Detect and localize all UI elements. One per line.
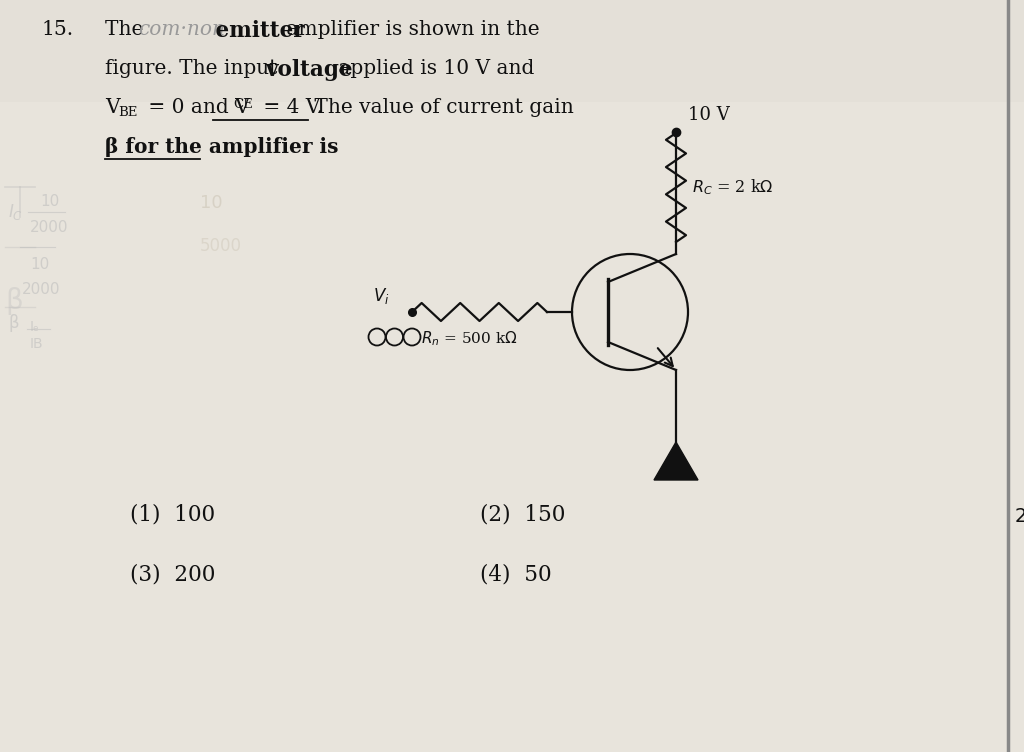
Text: β for the amplifier is: β for the amplifier is (105, 137, 339, 157)
Text: amplifier is shown in the: amplifier is shown in the (280, 20, 540, 39)
Text: com·non: com·non (138, 20, 225, 39)
Text: applied is 10 V and: applied is 10 V and (332, 59, 535, 78)
Text: V: V (105, 98, 120, 117)
FancyBboxPatch shape (0, 0, 1024, 102)
Text: IB: IB (30, 337, 44, 351)
Text: voltage: voltage (265, 59, 352, 81)
Text: = 4 V.: = 4 V. (257, 98, 324, 117)
Text: Iₑ: Iₑ (30, 320, 40, 334)
Text: The value of current gain: The value of current gain (308, 98, 573, 117)
Text: (1)  100: (1) 100 (130, 504, 215, 526)
Text: β: β (8, 314, 18, 332)
Text: emitter: emitter (208, 20, 304, 42)
Text: BE: BE (118, 106, 137, 119)
Text: 10: 10 (30, 257, 49, 272)
Text: 2: 2 (1015, 507, 1024, 526)
Text: 10: 10 (40, 194, 59, 209)
Text: $R_n$ = 500 k$\Omega$: $R_n$ = 500 k$\Omega$ (421, 329, 518, 347)
Text: = 0 and V: = 0 and V (142, 98, 250, 117)
Text: β: β (5, 287, 23, 315)
Text: 2000: 2000 (22, 282, 60, 297)
Text: figure. The input: figure. The input (105, 59, 284, 78)
Text: $V_i$: $V_i$ (374, 286, 390, 306)
Text: 2000: 2000 (30, 220, 69, 235)
Text: CE: CE (233, 98, 253, 111)
Text: 10 V: 10 V (688, 106, 730, 124)
Text: 5000: 5000 (200, 237, 242, 255)
Polygon shape (654, 442, 698, 480)
Text: (3)  200: (3) 200 (130, 564, 215, 586)
Text: $I_C$: $I_C$ (8, 202, 23, 222)
Text: 15.: 15. (42, 20, 74, 39)
Text: $R_C$ = 2 k$\Omega$: $R_C$ = 2 k$\Omega$ (692, 177, 773, 197)
Text: (4)  50: (4) 50 (480, 564, 552, 586)
Text: (2)  150: (2) 150 (480, 504, 565, 526)
Text: The: The (105, 20, 150, 39)
Text: 10: 10 (200, 194, 222, 212)
